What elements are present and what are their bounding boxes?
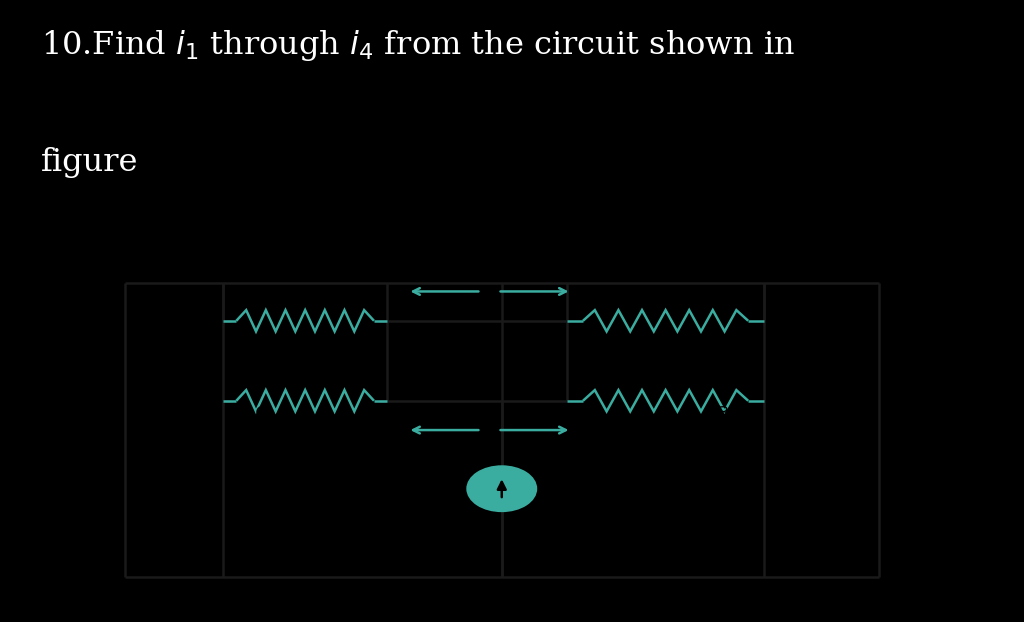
Text: 40 Ω: 40 Ω	[227, 405, 269, 423]
Circle shape	[467, 466, 537, 511]
Text: 30 Ω: 30 Ω	[718, 405, 760, 423]
Text: 10.Find $i_1$ through $i_4$ from the circuit shown in: 10.Find $i_1$ through $i_4$ from the cir…	[41, 29, 795, 63]
Text: 20 A: 20 A	[551, 480, 592, 498]
Text: 20 Ω: 20 Ω	[718, 285, 760, 304]
Text: $i_4$: $i_4$	[441, 257, 456, 278]
Text: $i_3$: $i_3$	[441, 443, 456, 465]
Text: figure: figure	[41, 147, 138, 177]
Text: 10 Ω: 10 Ω	[227, 285, 269, 304]
Text: $i_2$: $i_2$	[523, 257, 538, 278]
Text: $i_1$: $i_1$	[523, 443, 538, 465]
